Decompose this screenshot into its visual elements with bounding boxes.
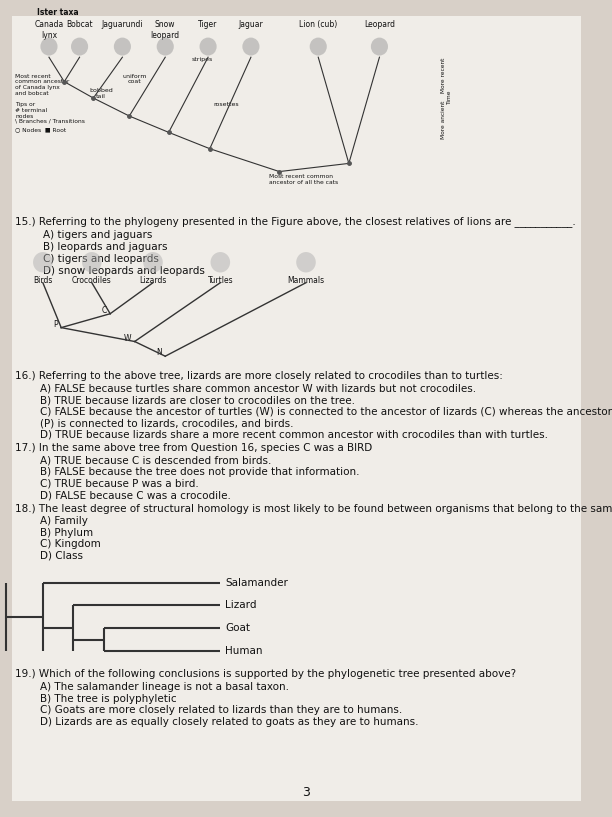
Text: Most recent
common ancestor
of Canada lynx
and bobcat: Most recent common ancestor of Canada ly… (15, 74, 70, 96)
Text: Most recent common
ancestor of all the cats: Most recent common ancestor of all the c… (269, 174, 338, 185)
Text: C) Goats are more closely related to lizards than they are to humans.: C) Goats are more closely related to liz… (40, 705, 402, 715)
Ellipse shape (157, 38, 174, 56)
Ellipse shape (242, 38, 259, 56)
Text: A) Family: A) Family (40, 516, 88, 526)
Text: Snow
leopard: Snow leopard (151, 20, 180, 40)
Text: D) TRUE because lizards share a more recent common ancestor with crocodiles than: D) TRUE because lizards share a more rec… (40, 430, 548, 440)
Ellipse shape (143, 252, 163, 273)
Text: C) FALSE because the ancestor of turtles (W) is connected to the ancestor of liz: C) FALSE because the ancestor of turtles… (40, 407, 612, 417)
Text: A) The salamander lineage is not a basal taxon.: A) The salamander lineage is not a basal… (40, 682, 289, 692)
Text: Tiger: Tiger (198, 20, 218, 29)
Ellipse shape (82, 252, 102, 273)
Text: A) tigers and jaguars: A) tigers and jaguars (43, 230, 152, 239)
Text: C) Kingdom: C) Kingdom (40, 539, 100, 549)
Text: Lizards: Lizards (140, 276, 166, 285)
Text: 17.) In the same above tree from Question 16, species C was a BIRD: 17.) In the same above tree from Questio… (15, 443, 373, 453)
Text: D) Class: D) Class (40, 551, 83, 560)
Text: 19.) Which of the following conclusions is supported by the phylogenetic tree pr: 19.) Which of the following conclusions … (15, 669, 517, 679)
Text: N: N (157, 348, 162, 358)
Text: B) FALSE because the tree does not provide that information.: B) FALSE because the tree does not provi… (40, 467, 359, 477)
Text: Birds: Birds (33, 276, 53, 285)
Text: rosettes: rosettes (214, 102, 239, 107)
Ellipse shape (310, 38, 327, 56)
Text: A) FALSE because turtles share common ancestor W with lizards but not crocodiles: A) FALSE because turtles share common an… (40, 384, 476, 394)
Text: P: P (53, 319, 58, 329)
Ellipse shape (71, 38, 88, 56)
Text: Lion (cub): Lion (cub) (299, 20, 337, 29)
FancyBboxPatch shape (12, 16, 581, 801)
Text: 18.) The least degree of structural homology is most likely to be found between : 18.) The least degree of structural homo… (15, 503, 612, 514)
Text: Bobcat: Bobcat (66, 20, 93, 29)
Text: Canada
lynx: Canada lynx (34, 20, 64, 40)
Ellipse shape (114, 38, 131, 56)
Text: More ancient    More recent
Time: More ancient More recent Time (441, 57, 452, 139)
Text: 3: 3 (302, 786, 310, 799)
Text: Human: Human (225, 646, 263, 656)
Text: Tips or
# terminal
nodes: Tips or # terminal nodes (15, 102, 47, 118)
Ellipse shape (200, 38, 217, 56)
Text: stripes: stripes (192, 57, 212, 62)
Text: D) FALSE because C was a crocodile.: D) FALSE because C was a crocodile. (40, 490, 231, 500)
Text: uniform
coat: uniform coat (122, 74, 147, 84)
Ellipse shape (211, 252, 230, 273)
Text: Jaguarundi: Jaguarundi (102, 20, 143, 29)
Text: W: W (124, 333, 132, 343)
Text: C: C (102, 306, 107, 315)
Text: \ Branches / Transitions: \ Branches / Transitions (15, 118, 85, 123)
Text: C) TRUE because P was a bird.: C) TRUE because P was a bird. (40, 479, 198, 489)
Ellipse shape (371, 38, 388, 56)
Text: 16.) Referring to the above tree, lizards are more closely related to crocodiles: 16.) Referring to the above tree, lizard… (15, 371, 503, 381)
Text: Goat: Goat (225, 623, 250, 633)
Text: Turtles: Turtles (207, 276, 233, 285)
Text: B) TRUE because lizards are closer to crocodiles on the tree.: B) TRUE because lizards are closer to cr… (40, 395, 355, 405)
Text: bobbed
tail: bobbed tail (89, 88, 113, 99)
Text: B) Phylum: B) Phylum (40, 528, 93, 538)
Text: D) Lizards are as equally closely related to goats as they are to humans.: D) Lizards are as equally closely relate… (40, 717, 418, 726)
Text: (P) is connected to lizards, crocodiles, and birds.: (P) is connected to lizards, crocodiles,… (40, 418, 293, 428)
Ellipse shape (33, 252, 53, 273)
Text: Ister taxa: Ister taxa (37, 8, 78, 17)
Ellipse shape (296, 252, 316, 273)
Text: A) TRUE because C is descended from birds.: A) TRUE because C is descended from bird… (40, 456, 271, 466)
Text: Jaguar: Jaguar (239, 20, 263, 29)
Text: Crocodiles: Crocodiles (72, 276, 111, 285)
Text: Salamander: Salamander (225, 578, 288, 587)
Text: C) tigers and leopards: C) tigers and leopards (43, 254, 159, 264)
Text: B) The tree is polyphyletic: B) The tree is polyphyletic (40, 694, 176, 703)
Text: ○ Nodes  ■ Root: ○ Nodes ■ Root (15, 127, 67, 132)
Text: 15.) Referring to the phylogeny presented in the Figure above, the closest relat: 15.) Referring to the phylogeny presente… (15, 217, 576, 227)
Text: Lizard: Lizard (225, 600, 256, 610)
Text: Mammals: Mammals (288, 276, 324, 285)
Text: B) leopards and jaguars: B) leopards and jaguars (43, 242, 167, 252)
Text: D) snow leopards and leopards: D) snow leopards and leopards (43, 266, 205, 276)
Text: Leopard: Leopard (364, 20, 395, 29)
Ellipse shape (40, 38, 58, 56)
